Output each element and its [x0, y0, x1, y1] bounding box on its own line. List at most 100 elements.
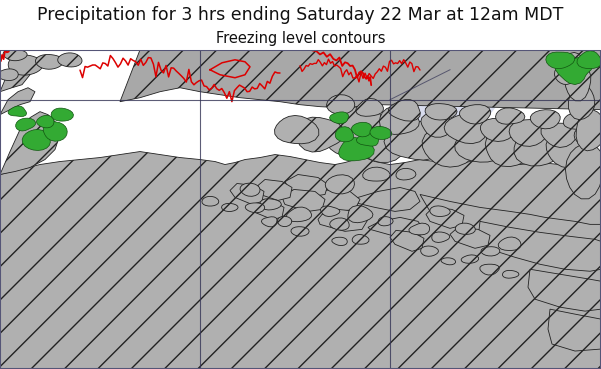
Polygon shape	[363, 167, 390, 181]
Polygon shape	[574, 125, 601, 145]
Polygon shape	[352, 122, 371, 137]
Polygon shape	[348, 206, 373, 223]
Polygon shape	[441, 258, 456, 265]
Polygon shape	[0, 69, 18, 80]
Polygon shape	[35, 55, 64, 69]
Polygon shape	[22, 130, 50, 151]
Polygon shape	[390, 72, 500, 135]
Polygon shape	[541, 123, 578, 148]
Polygon shape	[430, 206, 450, 217]
Polygon shape	[421, 113, 453, 137]
Polygon shape	[326, 95, 355, 114]
Polygon shape	[498, 237, 521, 251]
Polygon shape	[425, 104, 457, 120]
Polygon shape	[420, 194, 601, 251]
Text: Freezing level contours: Freezing level contours	[216, 31, 385, 46]
Polygon shape	[348, 187, 420, 211]
Text: Precipitation for 3 hrs ending Saturday 22 Mar at 12am MDT: Precipitation for 3 hrs ending Saturday …	[37, 6, 564, 24]
Polygon shape	[563, 113, 589, 129]
Polygon shape	[577, 51, 601, 69]
Polygon shape	[230, 183, 264, 204]
Polygon shape	[461, 255, 478, 263]
Polygon shape	[478, 221, 601, 271]
Polygon shape	[352, 235, 369, 244]
Polygon shape	[58, 53, 82, 67]
Polygon shape	[370, 127, 392, 139]
Polygon shape	[514, 128, 563, 166]
Polygon shape	[432, 232, 450, 242]
Polygon shape	[278, 216, 291, 227]
Polygon shape	[356, 99, 383, 116]
Polygon shape	[388, 100, 420, 121]
Polygon shape	[454, 126, 508, 162]
Polygon shape	[390, 230, 424, 251]
Polygon shape	[450, 227, 490, 248]
Polygon shape	[528, 269, 601, 311]
Polygon shape	[378, 217, 393, 226]
Polygon shape	[329, 112, 349, 124]
Polygon shape	[485, 131, 534, 166]
Polygon shape	[384, 121, 444, 160]
Polygon shape	[332, 237, 347, 246]
Polygon shape	[396, 168, 416, 180]
Polygon shape	[240, 183, 260, 196]
Polygon shape	[502, 270, 519, 278]
Polygon shape	[8, 106, 26, 117]
Polygon shape	[496, 108, 525, 124]
Polygon shape	[3, 49, 27, 61]
Polygon shape	[222, 203, 238, 211]
Polygon shape	[480, 264, 499, 275]
Polygon shape	[422, 127, 477, 167]
Polygon shape	[379, 106, 419, 134]
Polygon shape	[286, 207, 311, 222]
Polygon shape	[285, 175, 328, 196]
Polygon shape	[325, 118, 379, 157]
Polygon shape	[318, 210, 368, 231]
Polygon shape	[338, 105, 382, 133]
Polygon shape	[16, 118, 35, 131]
Polygon shape	[282, 189, 325, 211]
Polygon shape	[245, 203, 264, 213]
Polygon shape	[330, 218, 349, 230]
Polygon shape	[561, 52, 584, 76]
Polygon shape	[569, 83, 595, 120]
Polygon shape	[481, 246, 500, 256]
Polygon shape	[275, 115, 319, 144]
Polygon shape	[202, 196, 219, 206]
Polygon shape	[120, 50, 601, 110]
Polygon shape	[325, 175, 355, 194]
Polygon shape	[356, 132, 379, 146]
Polygon shape	[444, 114, 486, 144]
Polygon shape	[0, 112, 60, 175]
Polygon shape	[308, 189, 360, 211]
Polygon shape	[565, 66, 591, 101]
Polygon shape	[546, 131, 594, 168]
Polygon shape	[566, 143, 601, 199]
Polygon shape	[338, 138, 374, 161]
Polygon shape	[546, 52, 575, 69]
Polygon shape	[426, 207, 464, 228]
Polygon shape	[0, 152, 601, 369]
Polygon shape	[0, 70, 30, 92]
Polygon shape	[456, 223, 475, 234]
Polygon shape	[8, 55, 43, 75]
Polygon shape	[296, 117, 346, 152]
Polygon shape	[368, 217, 425, 239]
Polygon shape	[37, 115, 54, 128]
Polygon shape	[252, 199, 284, 220]
Polygon shape	[261, 217, 277, 227]
Polygon shape	[509, 120, 549, 146]
Polygon shape	[51, 108, 73, 121]
Polygon shape	[421, 246, 439, 256]
Polygon shape	[409, 223, 430, 235]
Polygon shape	[358, 128, 405, 162]
Polygon shape	[0, 88, 35, 115]
Polygon shape	[43, 122, 67, 141]
Polygon shape	[291, 227, 309, 236]
Polygon shape	[548, 309, 601, 351]
Polygon shape	[460, 105, 490, 124]
Polygon shape	[576, 110, 601, 151]
Polygon shape	[260, 199, 281, 210]
Polygon shape	[320, 206, 340, 217]
Polygon shape	[531, 110, 560, 129]
